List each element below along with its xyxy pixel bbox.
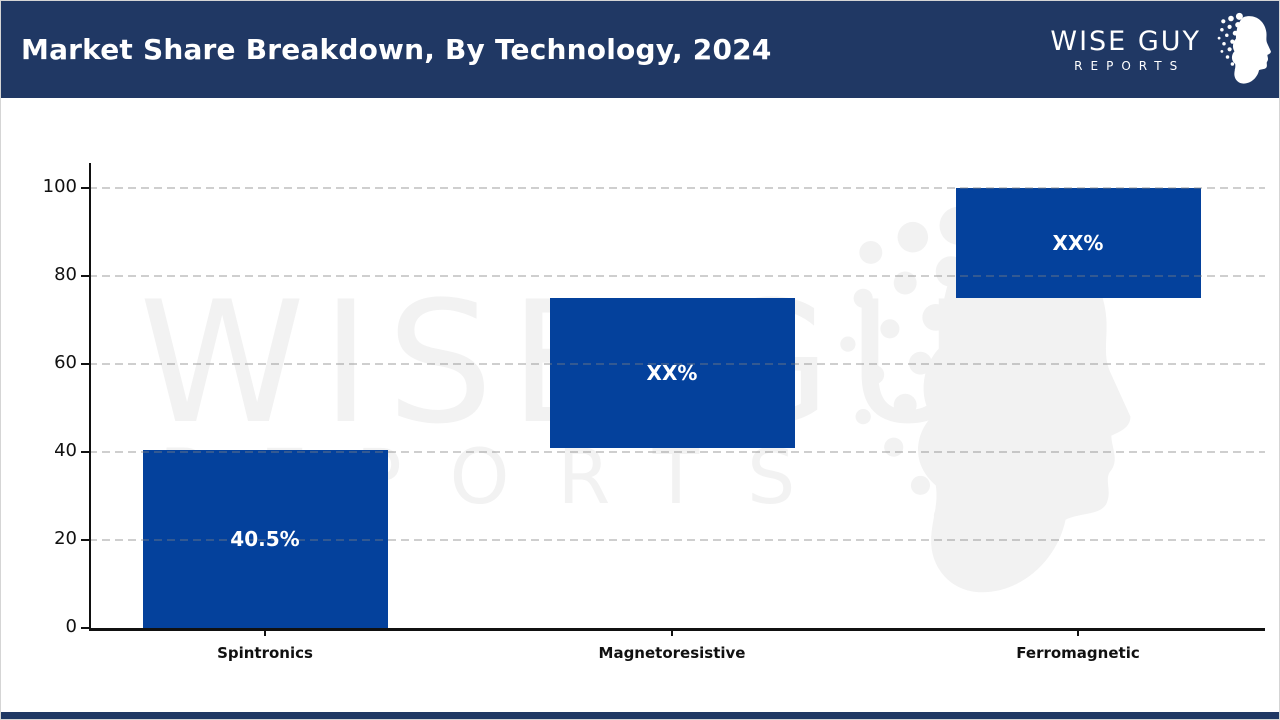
wiseguy-logo-text: WISE GUY REPORTS [1050,28,1201,72]
gridline-100 [89,187,1265,189]
gridline-20 [89,539,1265,541]
bar-spintronics [142,449,388,628]
gridline-80 [89,275,1265,277]
page-title: Market Share Breakdown, By Technology, 2… [21,33,772,66]
wiseguy-logo: WISE GUY REPORTS [1050,1,1273,98]
y-tick-label-100: 100 [42,176,77,197]
wiseguy-head-icon [1217,12,1271,84]
y-tick-100 [81,187,89,189]
category-label-magnetoresistive: Magnetoresistive [598,644,746,662]
bar-value-label: 40.5% [230,526,300,551]
y-tick-0 [81,627,89,629]
bar-value-label: XX% [646,360,698,385]
logo-subtext: REPORTS [1074,58,1186,73]
y-axis-spine [89,163,91,631]
y-tick-20 [81,539,89,541]
gridline-60 [89,363,1265,365]
footer-band [1,712,1279,719]
x-tick-1 [671,628,673,636]
header-band: Market Share Breakdown, By Technology, 2… [1,1,1279,98]
x-tick-2 [1077,628,1079,636]
logo-brand-text: WISE GUY [1050,25,1201,57]
y-tick-label-0: 0 [65,616,77,637]
bar-value-label: XX% [1052,231,1104,255]
gridline-40 [89,451,1265,453]
y-tick-label-80: 80 [54,264,77,285]
x-axis-spine [89,628,1265,631]
category-label-ferromagnetic: Ferromagnetic [1016,644,1140,662]
x-tick-0 [264,628,266,636]
category-label-spintronics: Spintronics [217,644,313,662]
bar-magnetoresistive [549,298,795,448]
y-tick-80 [81,275,89,277]
y-tick-label-20: 20 [54,528,77,549]
y-tick-40 [81,451,89,453]
y-tick-label-40: 40 [54,440,77,461]
y-tick-label-60: 60 [54,352,77,373]
y-tick-60 [81,363,89,365]
